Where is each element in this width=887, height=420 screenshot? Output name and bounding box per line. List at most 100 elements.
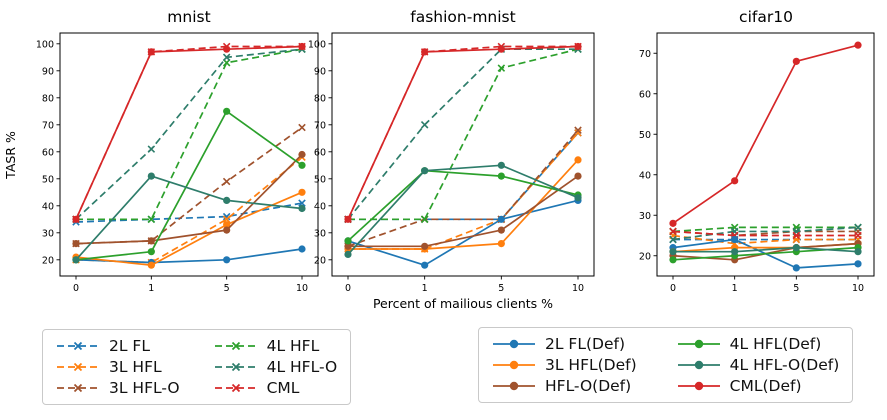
- series-line-hfl-o-def: [75, 153, 303, 245]
- legend-label: 4L HFL-O: [266, 358, 338, 376]
- series-line-4l-hfl-o: [347, 48, 578, 220]
- y-tick-label: 30: [42, 228, 54, 239]
- marker-dot-4l-hfl-def: [497, 172, 505, 180]
- series-line-4l-hfl-o-def: [75, 175, 303, 261]
- legend-item-cml-def: CML(Def): [677, 377, 840, 395]
- legend-item-4l-hfl-o: 4L HFL-O: [214, 358, 338, 376]
- series-line-4l-hfl-o-def: [673, 246, 859, 253]
- marker-dot-4l-hfl-o-def: [344, 250, 352, 258]
- y-tick-label: 100: [308, 39, 326, 50]
- y-tick-label: 90: [314, 66, 326, 77]
- series-line-4l-hfl-def: [75, 110, 303, 261]
- marker-dot-cml-def: [574, 42, 582, 51]
- series-line-cml-def: [672, 44, 859, 225]
- marker-x-2l-fl: [298, 199, 306, 207]
- series-line-2l-fl-def: [347, 199, 579, 267]
- marker-dot-4l-hfl-o-def: [497, 161, 505, 169]
- legend-item-cml: CML: [214, 379, 338, 397]
- marker-dot-hfl-o-def: [298, 150, 306, 159]
- y-tick-label: 60: [42, 147, 54, 158]
- subplot-cifar10: 20 30 40 50 60 70 0 1 5 10: [639, 32, 875, 294]
- subplot-title-cifar10: cifar10: [739, 8, 793, 26]
- legend-label: 3L HFL: [109, 358, 162, 376]
- defense-legend: 2L FL(Def) 3L HFL(Def) HFL-O(Def) 4L HFL(De…: [478, 327, 854, 403]
- legend-label: 2L FL(Def): [545, 335, 625, 353]
- marker-x-4l-hfl: [222, 58, 231, 67]
- x-tick-label: 1: [732, 283, 738, 294]
- legend-item-4l-hfl-def: 4L HFL(Def): [677, 335, 840, 353]
- series-line-cml-def: [347, 45, 579, 220]
- marker-dot-3l-hfl-def: [497, 240, 505, 248]
- series-line-3l-hfl: [672, 234, 858, 245]
- solid-line-sample: [493, 381, 535, 391]
- y-tick-label: 50: [639, 130, 651, 141]
- y-tick-label: 100: [36, 39, 54, 50]
- y-tick-label: 50: [42, 174, 54, 185]
- marker-x-3l-hfl-o: [574, 126, 582, 134]
- marker-dot-4l-hfl-o-def: [574, 194, 582, 202]
- marker-dot-cml-def: [792, 57, 800, 65]
- marker-dot-4l-hfl-o-def: [421, 167, 429, 175]
- x-tick-label: 1: [422, 283, 428, 294]
- y-tick-label: 30: [639, 211, 651, 222]
- legend-label: CML: [266, 379, 300, 397]
- series-line-4l-hfl: [76, 48, 303, 221]
- marker-dot-4l-hfl-def: [298, 161, 306, 169]
- marker-dot-4l-hfl-o-def: [72, 256, 80, 264]
- x-tick-label: 1: [148, 283, 154, 294]
- marker-dot-hfl-o-def: [223, 226, 231, 234]
- y-tick-label: 50: [314, 174, 326, 185]
- series-line-3l-hfl-def: [348, 159, 579, 250]
- legend-label: HFL-O(Def): [545, 377, 632, 395]
- marker-dot-cml-def: [72, 215, 80, 223]
- series-line-4l-hfl-o: [672, 226, 859, 241]
- series-line-4l-hfl: [672, 226, 858, 233]
- marker-dot-4l-hfl-def: [223, 107, 231, 115]
- y-tick-label: 80: [42, 93, 54, 104]
- x-tick-label: 0: [345, 283, 351, 294]
- series-line-4l-hfl-o-def: [347, 164, 579, 255]
- marker-x-4l-hfl-o: [147, 145, 156, 153]
- legend-item-3l-hfl-def: 3L HFL(Def): [492, 356, 637, 374]
- solid-line-sample: [493, 360, 535, 370]
- x-tick-label: 0: [73, 283, 79, 294]
- plots-canvas: mnist fashion-mnist cifar10 Percent of m…: [3, 8, 875, 311]
- x-tick-label: 0: [670, 283, 676, 294]
- marker-x-4l-hfl-o: [669, 235, 677, 244]
- legend-item-3l-hfl-o: 3L HFL-O: [56, 379, 180, 397]
- series-line-3l-hfl-o: [347, 129, 579, 248]
- dashed-line-sample: [57, 383, 99, 393]
- marker-x-cml: [792, 231, 801, 240]
- marker-x-4l-hfl-o: [420, 121, 429, 129]
- legend-item-4l-hfl: 4L HFL: [214, 337, 338, 355]
- series-line-3l-hfl-o: [672, 230, 858, 237]
- dashed-line-sample: [57, 362, 99, 372]
- marker-dot-2l-fl-def: [792, 264, 800, 272]
- marker-dot-4l-hfl-o-def: [669, 248, 677, 256]
- marker-dot-hfl-o-def: [497, 226, 505, 234]
- y-tick-label: 60: [639, 89, 651, 100]
- marker-dot-cml-def: [854, 41, 862, 49]
- subplot-mnist: 20 30 40 50 60 70 80 90 100 0 1 5 10: [36, 32, 319, 294]
- solid-line-sample: [493, 339, 535, 349]
- x-marker-icon: [231, 362, 240, 372]
- marker-dot-hfl-o-def: [344, 242, 352, 250]
- dot-marker-icon: [509, 381, 519, 391]
- series-line-cml: [347, 45, 578, 220]
- legend-label: 2L FL: [109, 337, 150, 355]
- x-tick-label: 5: [224, 283, 230, 294]
- x-tick-label: 10: [572, 283, 584, 294]
- y-tick-label: 70: [639, 49, 651, 60]
- marker-dot-4l-hfl-def: [344, 237, 352, 245]
- marker-dot-2l-fl-def: [497, 215, 505, 223]
- marker-dot-3l-hfl-def: [223, 221, 231, 229]
- legend-label: 4L HFL(Def): [729, 335, 822, 353]
- marker-dot-4l-hfl-o-def: [223, 196, 231, 204]
- subplot-title-mnist: mnist: [167, 8, 210, 26]
- marker-x-4l-hfl: [147, 215, 156, 224]
- marker-x-3l-hfl-o: [222, 177, 231, 186]
- plot-frame: [656, 32, 875, 277]
- y-axis-label: TASR %: [3, 131, 18, 180]
- y-tick-label: 80: [314, 93, 326, 104]
